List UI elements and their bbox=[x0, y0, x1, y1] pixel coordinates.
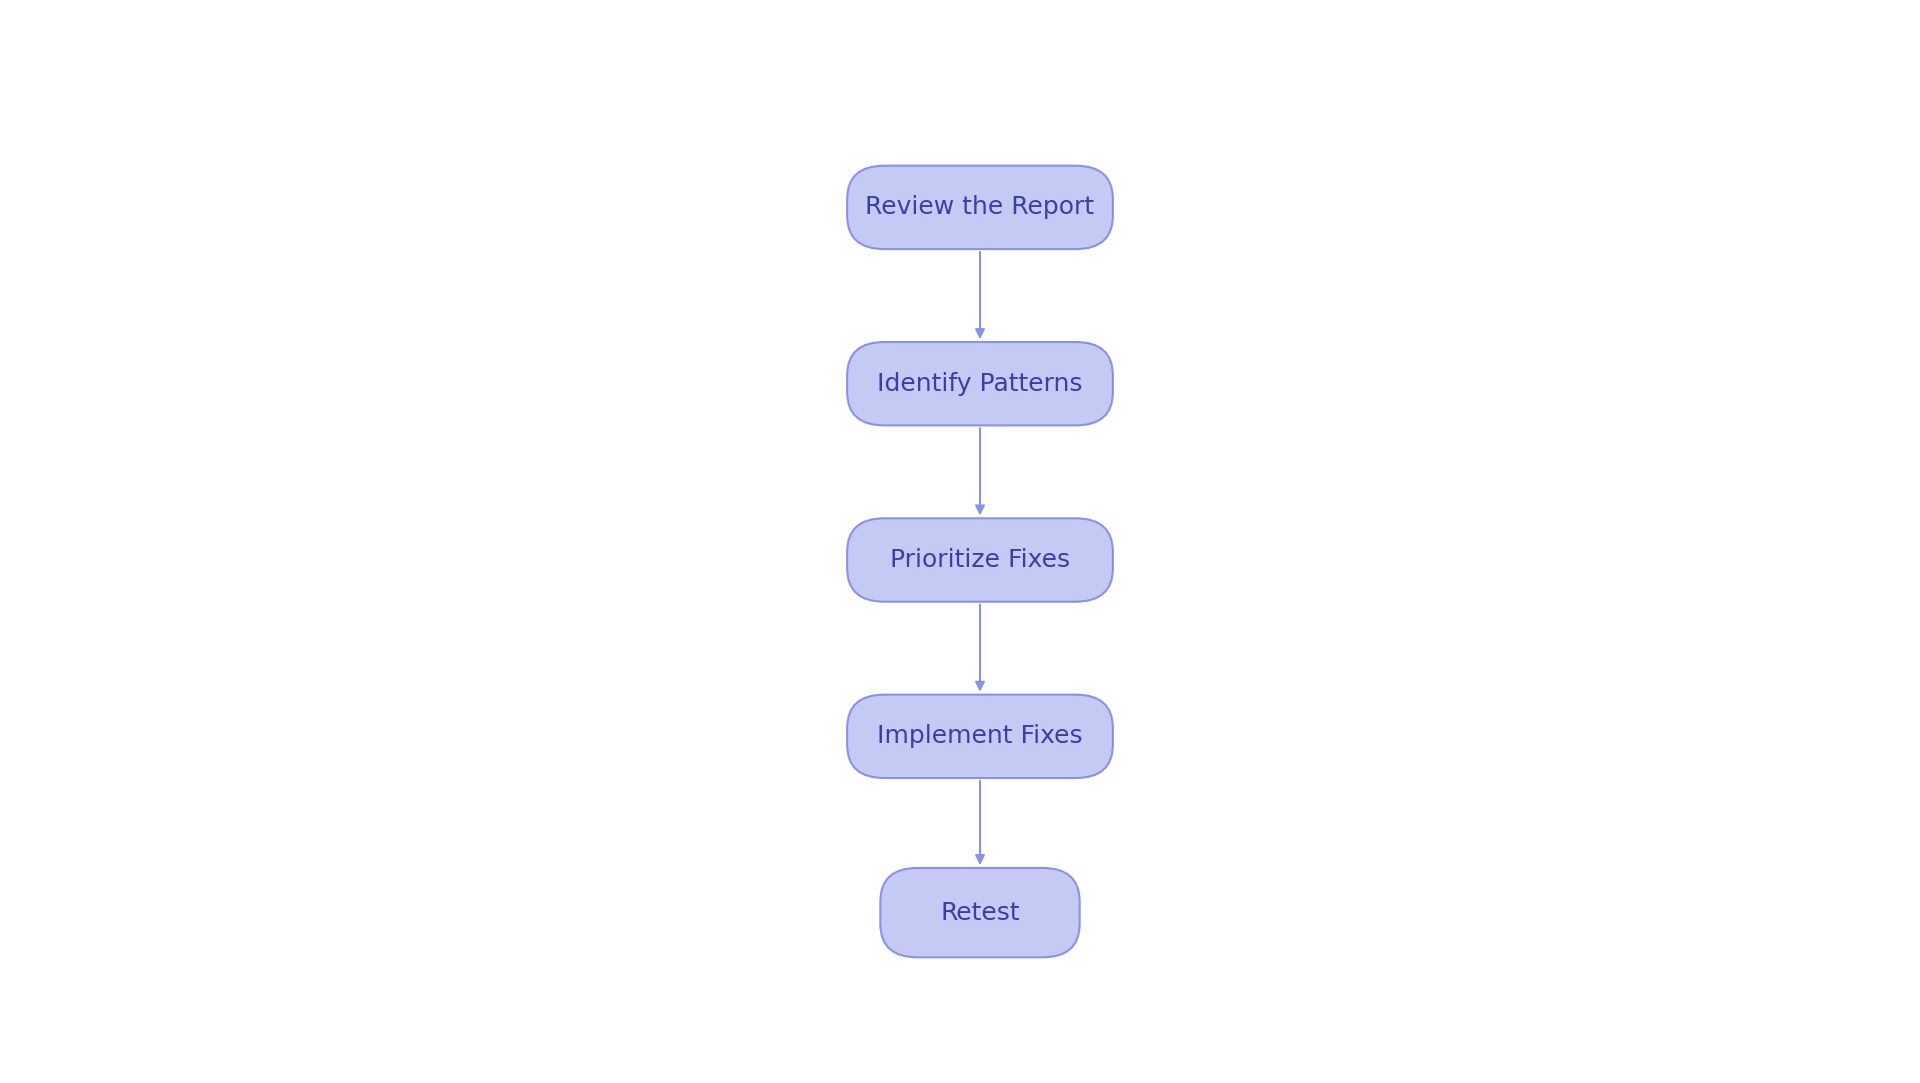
FancyBboxPatch shape bbox=[847, 694, 1114, 778]
Text: Implement Fixes: Implement Fixes bbox=[877, 725, 1083, 748]
FancyBboxPatch shape bbox=[847, 519, 1114, 602]
Text: Retest: Retest bbox=[941, 901, 1020, 925]
FancyBboxPatch shape bbox=[847, 166, 1114, 249]
Text: Identify Patterns: Identify Patterns bbox=[877, 371, 1083, 395]
FancyBboxPatch shape bbox=[881, 867, 1079, 957]
Text: Prioritize Fixes: Prioritize Fixes bbox=[891, 548, 1069, 572]
FancyBboxPatch shape bbox=[847, 342, 1114, 426]
Text: Review the Report: Review the Report bbox=[866, 195, 1094, 220]
